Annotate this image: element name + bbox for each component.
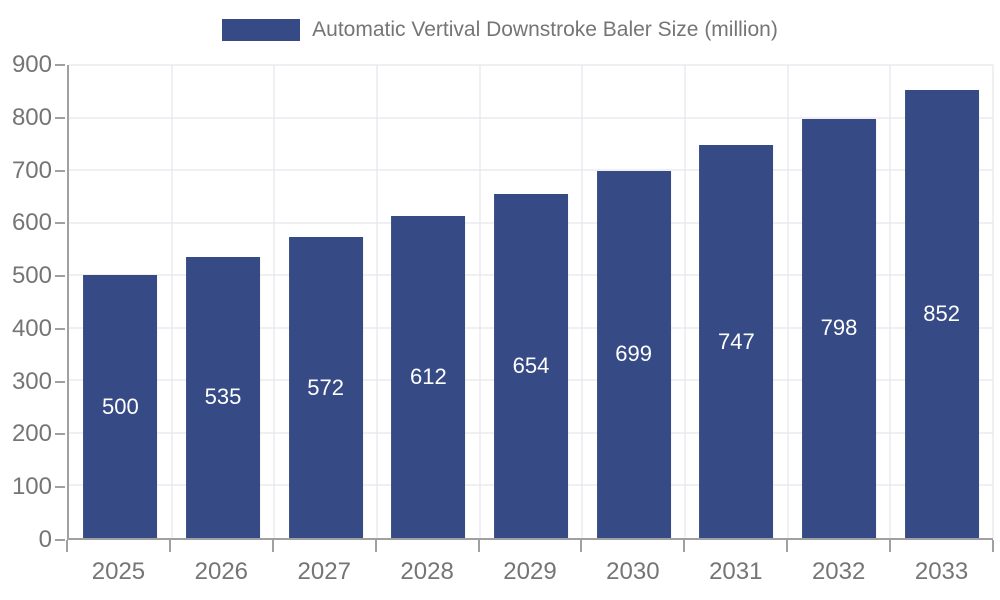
bar-value-label: 747 <box>717 328 755 354</box>
x-tick-mark <box>66 540 68 552</box>
x-tick-mark <box>580 540 583 552</box>
bar-value-label: 699 <box>615 341 653 367</box>
y-tick-mark <box>55 486 65 489</box>
v-gridline <box>684 65 686 538</box>
x-tick-mark <box>271 540 274 552</box>
v-gridline <box>581 65 583 538</box>
h-gridline <box>69 169 993 171</box>
x-tick-mark <box>477 540 480 552</box>
legend-label: Automatic Vertival Downstroke Baler Size… <box>312 18 778 41</box>
v-gridline <box>889 65 891 538</box>
y-axis-tick-label: 300 <box>11 367 52 395</box>
bar: 798 <box>802 118 876 538</box>
y-axis-tick-label: 700 <box>11 156 52 184</box>
y-tick-mark <box>55 380 65 383</box>
x-axis-tick-label: 2028 <box>400 558 454 585</box>
x-axis-tick-label: 2033 <box>914 558 969 585</box>
x-axis-ticks <box>66 540 994 552</box>
y-axis-tick-label: 100 <box>11 473 52 501</box>
bar: 572 <box>288 237 363 538</box>
y-tick-mark <box>55 64 65 66</box>
y-axis-tick-label: 400 <box>11 314 52 342</box>
y-axis-tick-label: 0 <box>38 526 52 553</box>
v-gridline <box>273 65 275 538</box>
x-tick-mark <box>168 540 171 552</box>
bar-value-label: 500 <box>101 393 139 419</box>
v-gridline <box>787 65 789 538</box>
x-axis-tick-label: 2032 <box>811 558 866 585</box>
x-axis-tick-label: 2031 <box>709 558 763 585</box>
y-tick-mark <box>55 327 65 330</box>
bar-value-label: 798 <box>820 315 858 341</box>
bar: 747 <box>699 145 774 538</box>
x-axis-tick-label: 2029 <box>503 558 557 585</box>
x-axis-tick-label: 2026 <box>194 558 249 585</box>
x-tick-mark <box>374 540 377 552</box>
v-gridline <box>376 65 378 538</box>
v-gridline <box>479 65 481 538</box>
y-axis-tick-label: 600 <box>11 209 52 237</box>
x-axis-tick-label: 2025 <box>91 558 146 585</box>
y-tick-mark <box>55 275 65 278</box>
bar-value-label: 535 <box>204 384 242 410</box>
bar: 852 <box>904 90 979 538</box>
y-axis-tick-label: 500 <box>11 262 52 290</box>
bar: 535 <box>186 256 260 538</box>
x-tick-mark <box>992 540 994 552</box>
v-gridline <box>171 65 173 538</box>
y-axis-tick-label: 800 <box>11 103 52 131</box>
bar: 699 <box>596 170 671 538</box>
legend-swatch-icon <box>222 19 301 41</box>
bar-value-label: 852 <box>923 301 961 327</box>
x-tick-mark <box>786 540 789 552</box>
x-axis-labels: 2025 2026 2027 2028 2029 2030 2031 2032 2033 <box>67 558 993 592</box>
plot-area: 500 535 572 612 654 699 747 798 852 <box>67 64 994 540</box>
y-tick-mark <box>55 539 65 541</box>
y-tick-mark <box>55 433 65 436</box>
h-gridline <box>69 117 993 119</box>
bar-value-label: 612 <box>409 364 447 390</box>
x-tick-mark <box>889 540 892 552</box>
bar: 500 <box>83 275 158 538</box>
bar-value-label: 654 <box>512 353 550 379</box>
x-axis-tick-label: 2027 <box>297 558 351 585</box>
y-axis-tick-label: 200 <box>11 420 52 448</box>
bar-value-label: 572 <box>307 374 345 400</box>
y-axis-ticks <box>55 64 65 541</box>
y-axis-labels: 0 100 200 300 400 500 600 700 800 900 <box>0 51 52 553</box>
legend[interactable]: Automatic Vertival Downstroke Baler Size… <box>0 18 1000 42</box>
y-axis-tick-label: 900 <box>11 51 52 78</box>
h-gridline <box>69 64 993 66</box>
bar: 612 <box>391 216 466 538</box>
y-tick-mark <box>55 116 65 119</box>
x-axis-tick-label: 2030 <box>606 558 660 585</box>
y-tick-mark <box>55 222 65 225</box>
x-tick-mark <box>683 540 686 552</box>
bar: 654 <box>494 194 568 538</box>
y-tick-mark <box>55 169 65 172</box>
v-gridline <box>992 65 994 538</box>
